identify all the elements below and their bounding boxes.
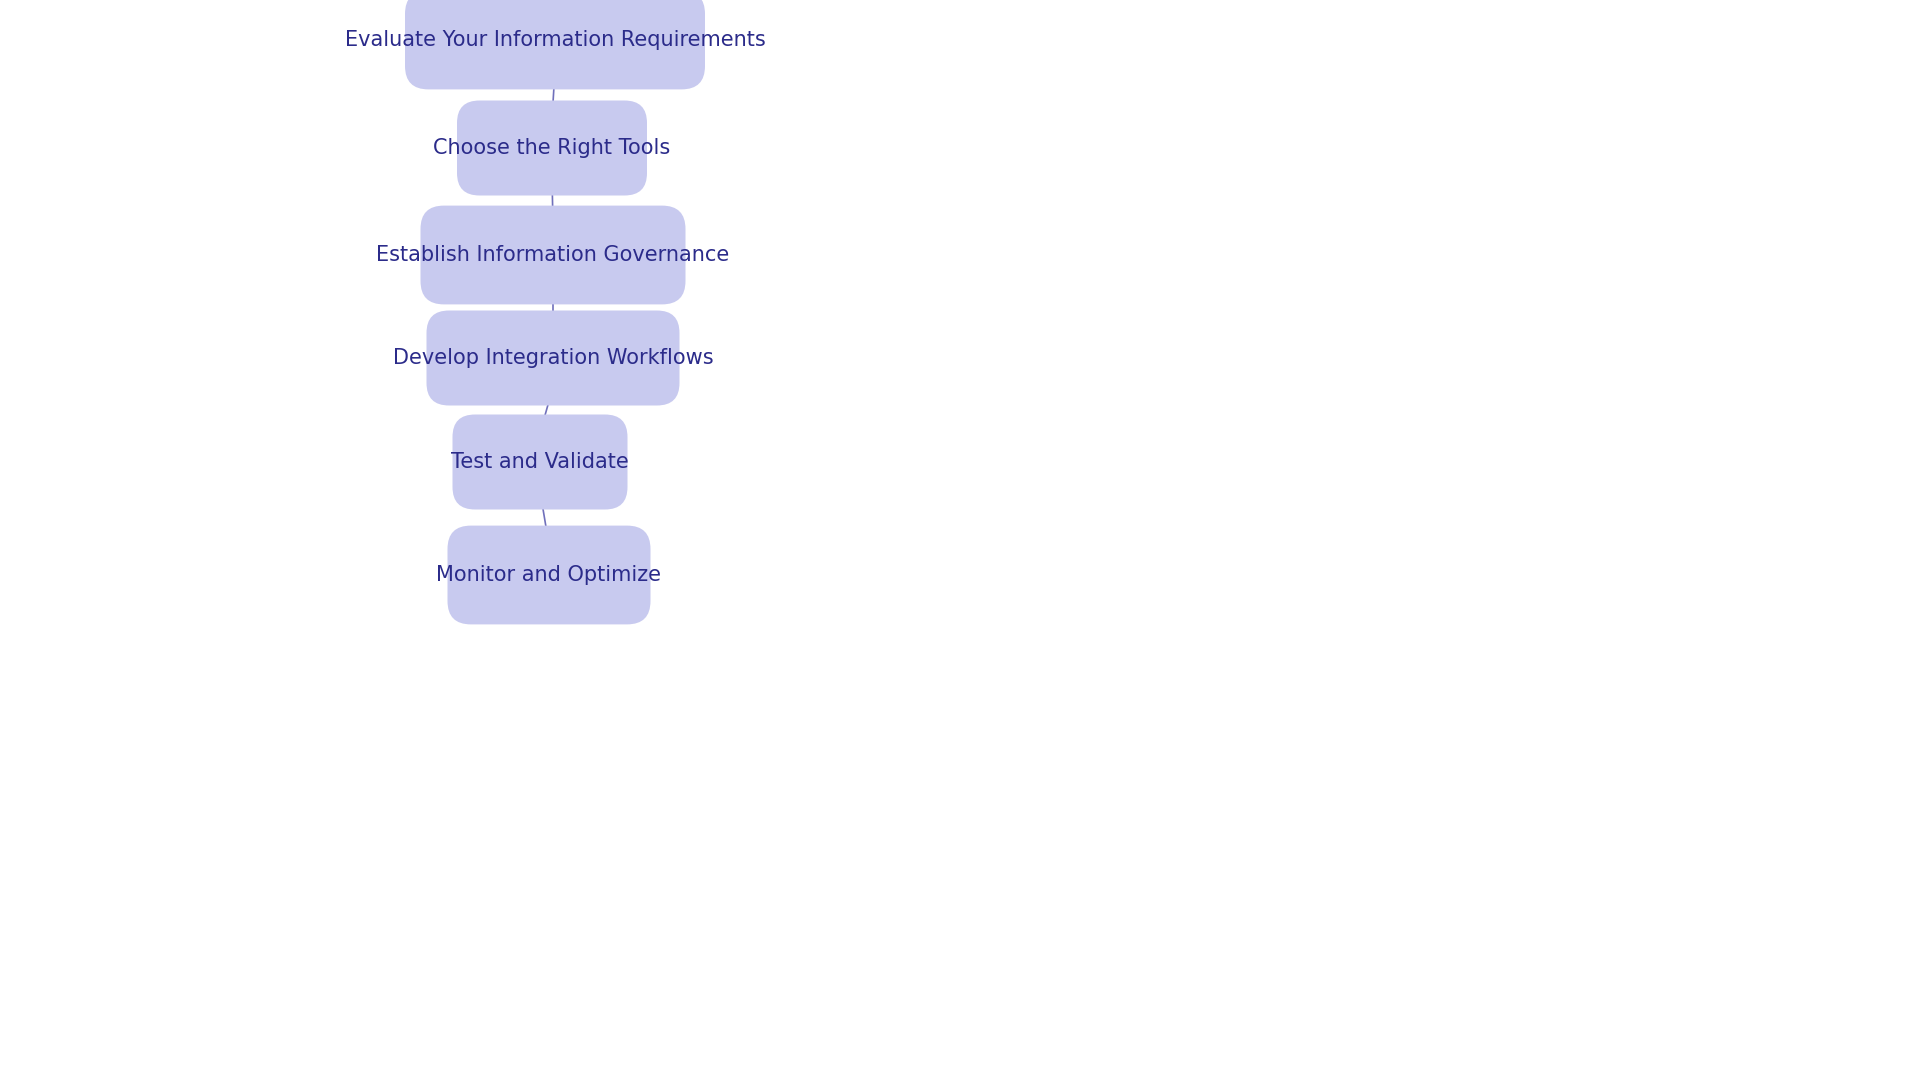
Text: Test and Validate: Test and Validate: [451, 452, 630, 472]
FancyBboxPatch shape: [405, 0, 705, 90]
Text: Choose the Right Tools: Choose the Right Tools: [434, 138, 670, 158]
FancyBboxPatch shape: [447, 525, 651, 625]
FancyBboxPatch shape: [426, 311, 680, 405]
Text: Establish Information Governance: Establish Information Governance: [376, 245, 730, 265]
Text: Monitor and Optimize: Monitor and Optimize: [436, 565, 662, 585]
Text: Evaluate Your Information Requirements: Evaluate Your Information Requirements: [344, 30, 766, 50]
FancyBboxPatch shape: [453, 415, 628, 509]
FancyBboxPatch shape: [457, 101, 647, 196]
FancyBboxPatch shape: [420, 206, 685, 304]
Text: Develop Integration Workflows: Develop Integration Workflows: [394, 348, 714, 368]
